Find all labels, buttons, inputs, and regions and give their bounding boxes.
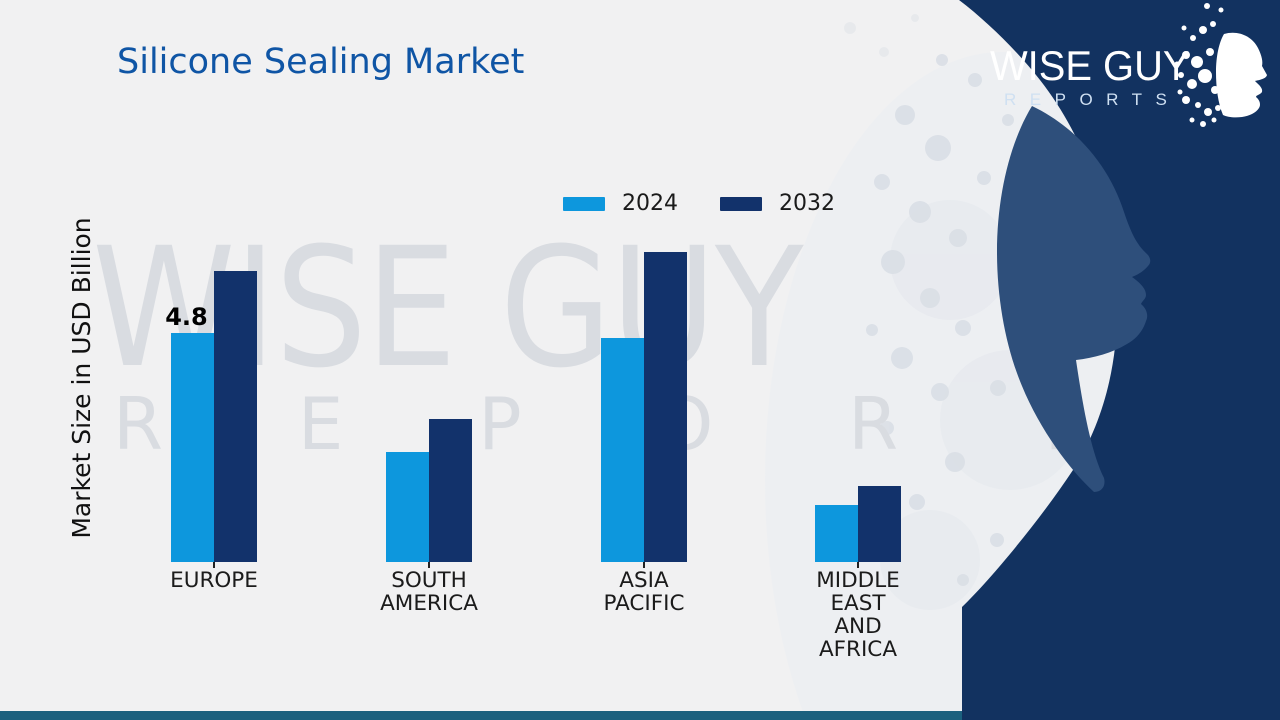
legend-label-2032: 2032 xyxy=(779,191,835,216)
bar-europe-2024 xyxy=(171,333,214,562)
bar-middle-east-and-africa-2024 xyxy=(815,505,858,562)
x-tick-europe xyxy=(213,562,215,568)
value-label-europe-2024: 4.8 xyxy=(165,303,208,331)
bar-south-america-2024 xyxy=(386,452,429,562)
legend-item-2024: 2024 xyxy=(563,191,678,216)
legend-label-2024: 2024 xyxy=(622,191,678,216)
x-label-europe: EUROPE xyxy=(170,568,258,593)
legend-item-2032: 2032 xyxy=(720,191,835,216)
x-label-asia-pacific: ASIA PACIFIC xyxy=(603,568,685,616)
bar-europe-2032 xyxy=(214,271,257,562)
x-tick-asia-pacific xyxy=(643,562,645,568)
legend-swatch-2032 xyxy=(720,196,762,211)
legend-swatch-2024 xyxy=(563,196,605,211)
bar-asia-pacific-2024 xyxy=(601,338,644,562)
bar-south-america-2032 xyxy=(429,419,472,562)
chart-legend: 2024 2032 xyxy=(563,191,835,216)
x-label-south-america: SOUTH AMERICA xyxy=(380,568,478,616)
x-label-middle-east-and-africa: MIDDLE EAST AND AFRICA xyxy=(816,568,900,662)
page-title: Silicone Sealing Market xyxy=(117,42,525,82)
y-axis-label: Market Size in USD Billion xyxy=(67,217,96,539)
bar-asia-pacific-2032 xyxy=(644,252,687,562)
bar-middle-east-and-africa-2032 xyxy=(858,486,901,562)
x-tick-south-america xyxy=(428,562,430,568)
